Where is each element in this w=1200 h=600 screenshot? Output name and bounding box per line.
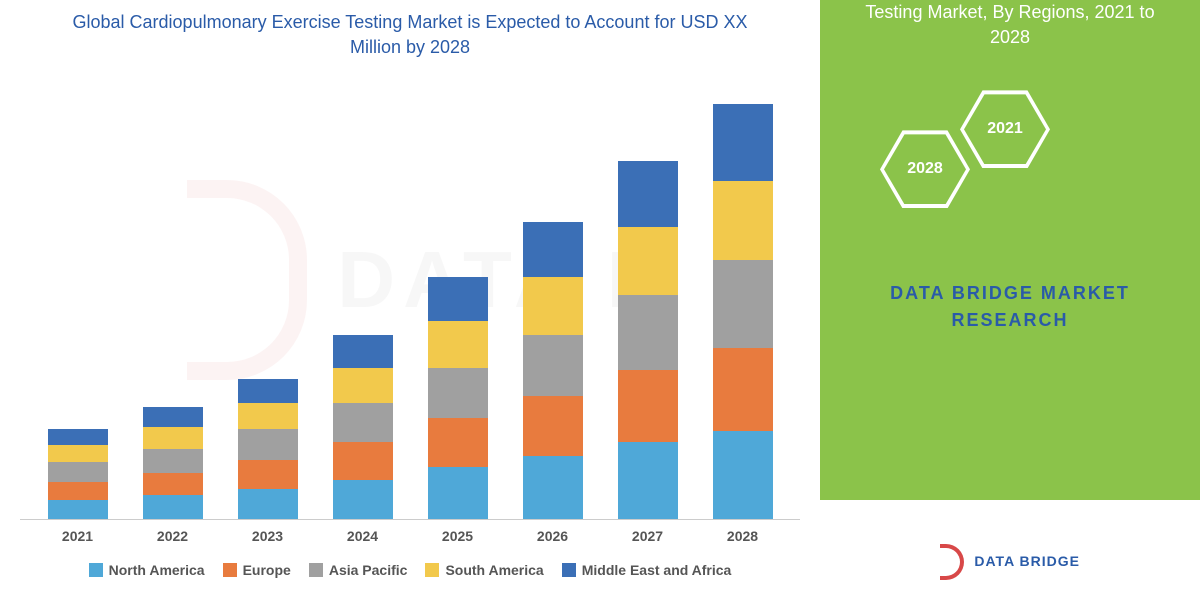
legend-label: Europe — [243, 562, 291, 578]
bar-segment — [143, 473, 203, 495]
legend-item: Asia Pacific — [309, 562, 408, 578]
bar-segment — [523, 222, 583, 277]
x-axis-label: 2022 — [128, 528, 218, 544]
bar-segment — [238, 403, 298, 429]
bar-segment — [48, 462, 108, 482]
bar-stack — [48, 429, 108, 519]
legend-item: Europe — [223, 562, 291, 578]
bar-segment — [713, 348, 773, 432]
bar-group — [698, 104, 788, 520]
bar-segment — [428, 418, 488, 466]
bar-group — [128, 407, 218, 519]
bar-stack — [333, 335, 393, 520]
brand-line-1: DATA BRIDGE MARKET — [890, 283, 1130, 303]
hexagon-2021: 2021 — [960, 90, 1050, 168]
right-panel-title: Testing Market, By Regions, 2021 to 2028 — [850, 0, 1170, 50]
bar-segment — [618, 370, 678, 443]
bar-segment — [428, 321, 488, 367]
bar-segment — [333, 442, 393, 479]
x-axis-label: 2025 — [413, 528, 503, 544]
bar-segment — [523, 396, 583, 455]
bar-segment — [48, 482, 108, 500]
bar-segment — [618, 295, 678, 370]
legend-swatch — [309, 563, 323, 577]
legend-swatch — [223, 563, 237, 577]
legend-item: Middle East and Africa — [562, 562, 732, 578]
footer-logo: DATA BRIDGE — [940, 544, 1080, 580]
chart-panel: Global Cardiopulmonary Exercise Testing … — [0, 0, 820, 600]
bar-segment — [713, 104, 773, 181]
bar-group — [413, 277, 503, 519]
bar-segment — [333, 403, 393, 443]
x-axis-label: 2023 — [223, 528, 313, 544]
bar-segment — [428, 467, 488, 520]
bar-segment — [238, 460, 298, 489]
bar-segment — [523, 335, 583, 397]
bar-segment — [618, 161, 678, 227]
hexagon-2028: 2028 — [880, 130, 970, 208]
x-axis-label: 2021 — [33, 528, 123, 544]
hexagon-container: 2028 2021 — [850, 80, 1170, 240]
bar-group — [508, 222, 598, 519]
bar-segment — [428, 368, 488, 419]
bar-segment — [333, 368, 393, 403]
bar-stack — [618, 161, 678, 520]
bar-segment — [713, 431, 773, 519]
bar-segment — [48, 429, 108, 444]
bar-segment — [143, 449, 203, 473]
footer-logo-text: DATA BRIDGE — [974, 554, 1080, 569]
x-axis-labels: 2021 2022 2023 2024 2025 2026 2027 2028 — [20, 520, 800, 544]
x-axis-label: 2024 — [318, 528, 408, 544]
legend-label: Middle East and Africa — [582, 562, 732, 578]
bar-segment — [238, 489, 298, 520]
bar-segment — [333, 335, 393, 368]
legend-label: South America — [445, 562, 543, 578]
hexagon-label: 2028 — [884, 134, 966, 204]
right-panel: Testing Market, By Regions, 2021 to 2028… — [820, 0, 1200, 500]
bar-segment — [238, 429, 298, 460]
bar-segment — [618, 227, 678, 295]
bar-stack — [713, 104, 773, 520]
bar-segment — [48, 445, 108, 463]
legend-swatch — [562, 563, 576, 577]
bar-group — [603, 161, 693, 520]
bar-stack — [238, 379, 298, 520]
bar-group — [33, 429, 123, 519]
chart-area — [20, 80, 800, 520]
bar-segment — [238, 379, 298, 403]
bar-stack — [428, 277, 488, 519]
bar-segment — [713, 260, 773, 348]
bar-segment — [713, 181, 773, 260]
footer-logo-icon — [940, 544, 964, 580]
bar-segment — [333, 480, 393, 520]
bar-segment — [143, 495, 203, 519]
x-axis-label: 2027 — [603, 528, 693, 544]
bar-segment — [428, 277, 488, 321]
legend-item: South America — [425, 562, 543, 578]
bar-stack — [143, 407, 203, 519]
bar-segment — [48, 500, 108, 520]
bar-group — [223, 379, 313, 520]
legend-label: Asia Pacific — [329, 562, 408, 578]
x-axis-label: 2026 — [508, 528, 598, 544]
bar-segment — [523, 277, 583, 334]
x-axis-label: 2028 — [698, 528, 788, 544]
hexagon-label: 2021 — [964, 94, 1046, 164]
legend-swatch — [425, 563, 439, 577]
bar-group — [318, 335, 408, 520]
legend-swatch — [89, 563, 103, 577]
bar-stack — [523, 222, 583, 519]
brand-line-2: RESEARCH — [951, 310, 1068, 330]
bar-segment — [143, 407, 203, 427]
chart-legend: North America Europe Asia Pacific South Ame… — [20, 562, 800, 578]
legend-item: North America — [89, 562, 205, 578]
bar-segment — [618, 442, 678, 519]
legend-label: North America — [109, 562, 205, 578]
bar-segment — [523, 456, 583, 520]
bar-segment — [143, 427, 203, 449]
chart-title: Global Cardiopulmonary Exercise Testing … — [20, 10, 800, 60]
brand-text: DATA BRIDGE MARKET RESEARCH — [850, 280, 1170, 334]
